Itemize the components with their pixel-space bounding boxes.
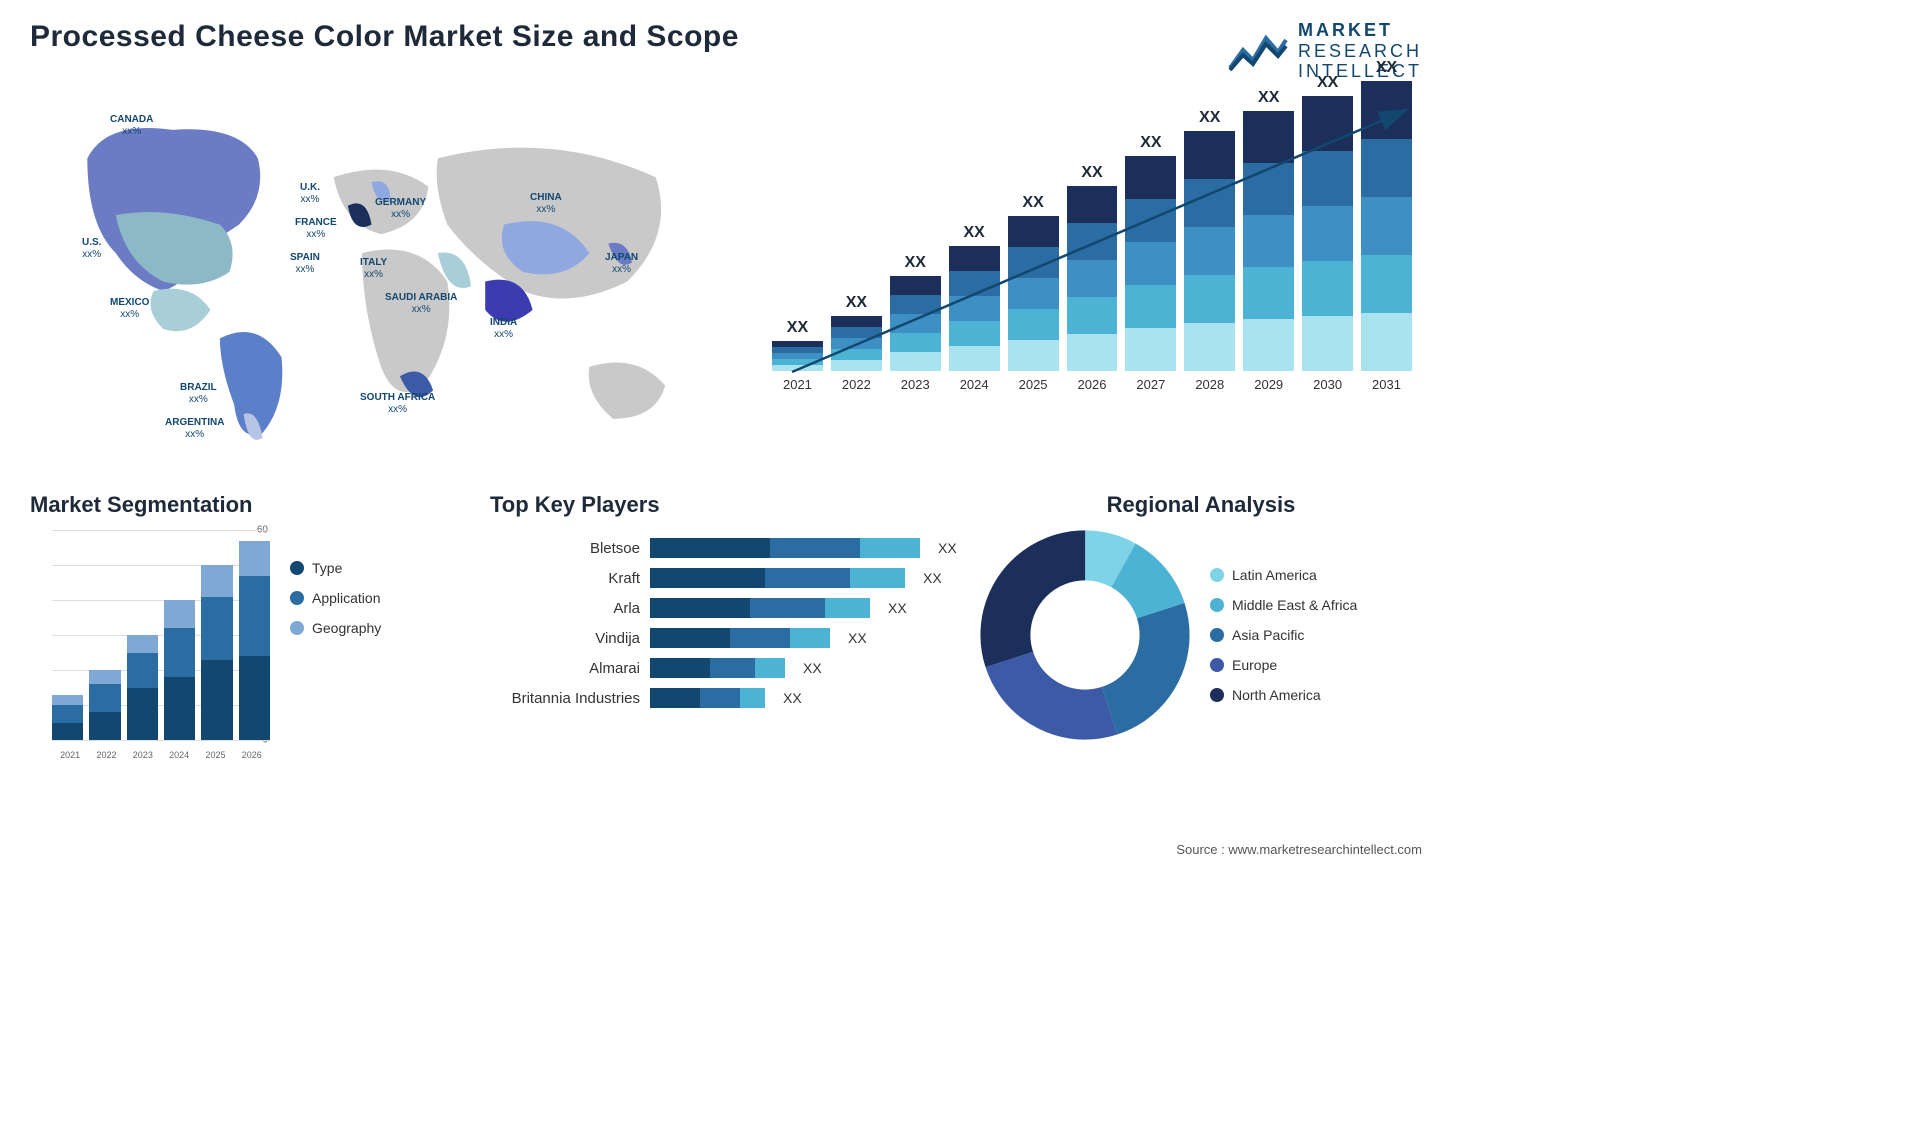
map-label: MEXICOxx% bbox=[110, 297, 149, 321]
page-title: Processed Cheese Color Market Size and S… bbox=[30, 20, 739, 54]
growth-year: 2031 bbox=[1372, 377, 1401, 392]
legend-item: Type bbox=[290, 560, 381, 576]
seg-bar bbox=[239, 541, 270, 741]
growth-value: XX bbox=[1376, 59, 1397, 77]
growth-value: XX bbox=[905, 254, 926, 272]
growth-value: XX bbox=[1081, 164, 1102, 182]
growth-chart-panel: XX 2021 XX 2022 XX 2023 XX 2024 XX 2025 XX 2026 XX 20… bbox=[762, 92, 1422, 472]
seg-bar bbox=[201, 565, 232, 740]
world-map-panel: CANADAxx% U.S.xx% MEXICOxx% BRAZILxx% ARGENT… bbox=[30, 92, 732, 472]
growth-bar: XX 2025 bbox=[1008, 194, 1059, 392]
growth-value: XX bbox=[1317, 74, 1338, 92]
growth-year: 2022 bbox=[842, 377, 871, 392]
growth-bar: XX 2024 bbox=[949, 224, 1000, 392]
map-label: BRAZILxx% bbox=[180, 382, 217, 406]
growth-year: 2027 bbox=[1136, 377, 1165, 392]
growth-year: 2029 bbox=[1254, 377, 1283, 392]
growth-year: 2021 bbox=[783, 377, 812, 392]
player-name: Bletsoe bbox=[490, 540, 640, 557]
player-name: Almarai bbox=[490, 660, 640, 677]
legend-item: Geography bbox=[290, 620, 381, 636]
legend-item: Europe bbox=[1210, 657, 1357, 673]
map-label: SAUDI ARABIAxx% bbox=[385, 292, 457, 316]
growth-value: XX bbox=[787, 319, 808, 337]
player-row: Vindija XX bbox=[490, 628, 960, 648]
growth-bar: XX 2027 bbox=[1125, 134, 1176, 392]
player-value: XX bbox=[923, 570, 942, 586]
seg-bar bbox=[89, 670, 120, 740]
growth-bar: XX 2026 bbox=[1067, 164, 1118, 392]
map-label: ARGENTINAxx% bbox=[165, 417, 224, 441]
legend-item: Asia Pacific bbox=[1210, 627, 1357, 643]
seg-bar bbox=[52, 695, 83, 741]
player-name: Arla bbox=[490, 600, 640, 617]
player-row: Britannia Industries XX bbox=[490, 688, 960, 708]
map-label: CANADAxx% bbox=[110, 114, 153, 138]
growth-value: XX bbox=[1022, 194, 1043, 212]
map-label: U.K.xx% bbox=[300, 182, 320, 206]
segmentation-legend: Type Application Geography bbox=[290, 530, 381, 760]
growth-value: XX bbox=[1199, 109, 1220, 127]
growth-bar: XX 2030 bbox=[1302, 74, 1353, 392]
player-value: XX bbox=[803, 660, 822, 676]
growth-year: 2028 bbox=[1195, 377, 1224, 392]
logo-icon bbox=[1228, 30, 1288, 72]
growth-value: XX bbox=[846, 294, 867, 312]
player-name: Kraft bbox=[490, 570, 640, 587]
growth-bar: XX 2021 bbox=[772, 319, 823, 392]
growth-value: XX bbox=[1140, 134, 1161, 152]
map-label: SOUTH AFRICAxx% bbox=[360, 392, 435, 416]
growth-bar: XX 2031 bbox=[1361, 59, 1412, 392]
seg-bar bbox=[164, 600, 195, 740]
map-label: FRANCExx% bbox=[295, 217, 337, 241]
map-label: GERMANYxx% bbox=[375, 197, 426, 221]
players-title: Top Key Players bbox=[490, 492, 960, 518]
segmentation-chart: 0102030405060202120222023202420252026 bbox=[30, 530, 270, 760]
legend-item: North America bbox=[1210, 687, 1357, 703]
player-name: Vindija bbox=[490, 630, 640, 647]
map-label: CHINAxx% bbox=[530, 192, 562, 216]
players-chart: Bletsoe XX Kraft XX Arla XX Vindija XX Almarai XX… bbox=[490, 530, 960, 708]
map-label: SPAINxx% bbox=[290, 252, 320, 276]
growth-bar: XX 2028 bbox=[1184, 109, 1235, 392]
player-row: Kraft XX bbox=[490, 568, 960, 588]
legend-item: Application bbox=[290, 590, 381, 606]
players-panel: Top Key Players BletsoeXXKraftXXArlaXXVi… bbox=[490, 492, 960, 792]
seg-bar bbox=[127, 635, 158, 740]
growth-year: 2025 bbox=[1019, 377, 1048, 392]
growth-value: XX bbox=[1258, 89, 1279, 107]
map-label: INDIAxx% bbox=[490, 317, 517, 341]
segmentation-title: Market Segmentation bbox=[30, 492, 470, 518]
map-label: JAPANxx% bbox=[605, 252, 638, 276]
player-row: Bletsoe XX bbox=[490, 538, 960, 558]
growth-value: XX bbox=[964, 224, 985, 242]
growth-year: 2024 bbox=[960, 377, 989, 392]
player-name: Britannia Industries bbox=[490, 690, 640, 707]
growth-year: 2030 bbox=[1313, 377, 1342, 392]
growth-year: 2023 bbox=[901, 377, 930, 392]
legend-item: Latin America bbox=[1210, 567, 1357, 583]
player-row: Almarai XX bbox=[490, 658, 960, 678]
segmentation-panel: Market Segmentation 01020304050602021202… bbox=[30, 492, 470, 792]
player-value: XX bbox=[888, 600, 907, 616]
regional-donut bbox=[980, 530, 1190, 740]
growth-bar: XX 2022 bbox=[831, 294, 882, 392]
player-value: XX bbox=[938, 540, 957, 556]
regional-legend: Latin America Middle East & Africa Asia Pa… bbox=[1210, 567, 1357, 703]
regional-title: Regional Analysis bbox=[980, 492, 1422, 518]
growth-year: 2026 bbox=[1078, 377, 1107, 392]
source-text: Source : www.marketresearchintellect.com bbox=[1176, 842, 1422, 857]
player-row: Arla XX bbox=[490, 598, 960, 618]
map-label: U.S.xx% bbox=[82, 237, 101, 261]
regional-panel: Regional Analysis Latin America Middle Ea… bbox=[980, 492, 1422, 792]
player-value: XX bbox=[848, 630, 867, 646]
map-label: ITALYxx% bbox=[360, 257, 387, 281]
legend-item: Middle East & Africa bbox=[1210, 597, 1357, 613]
logo-line1: MARKET bbox=[1298, 20, 1422, 41]
player-value: XX bbox=[783, 690, 802, 706]
growth-bar: XX 2029 bbox=[1243, 89, 1294, 392]
growth-bar: XX 2023 bbox=[890, 254, 941, 392]
